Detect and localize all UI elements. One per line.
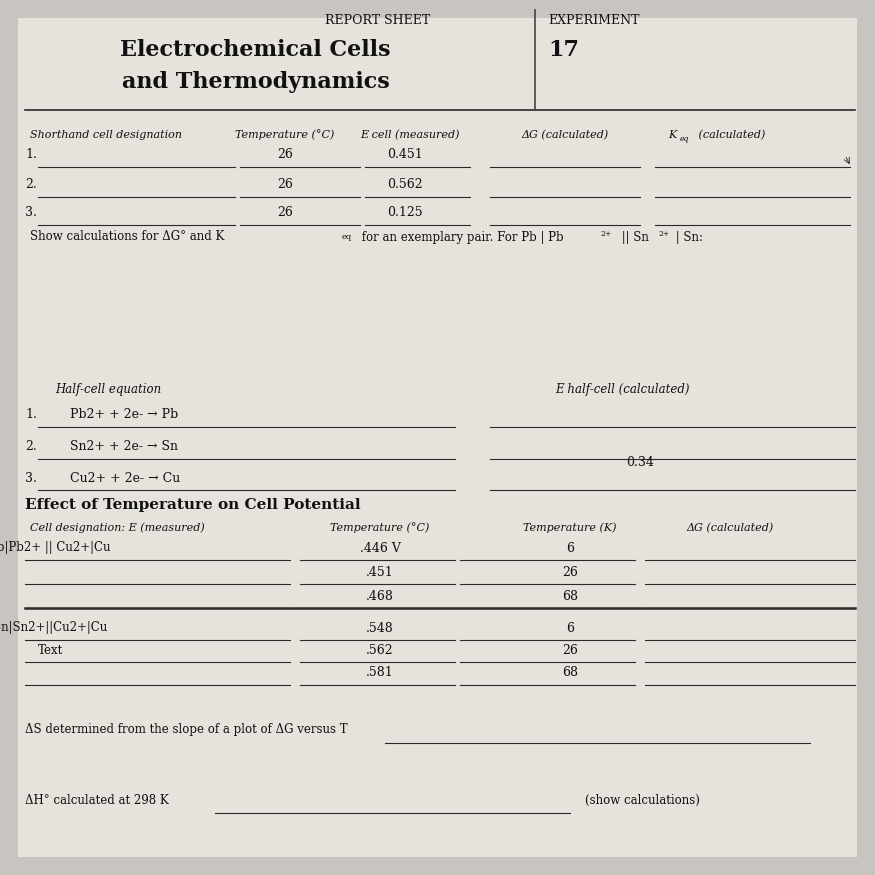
Text: 0.34: 0.34 [626,456,654,468]
Text: 6: 6 [566,542,574,555]
Text: 26: 26 [277,206,293,220]
Text: .548: .548 [366,621,394,634]
Text: Temperature (K): Temperature (K) [523,522,617,533]
Text: Effect of Temperature on Cell Potential: Effect of Temperature on Cell Potential [25,498,360,512]
Text: eq: eq [680,135,690,143]
Text: eq: eq [342,233,353,241]
Text: 1.: 1. [25,149,37,162]
Text: (show calculations): (show calculations) [585,794,700,807]
Text: Sn2+ + 2e- → Sn: Sn2+ + 2e- → Sn [70,440,178,453]
Text: (calculated): (calculated) [695,130,766,140]
Text: Half-cell equation: Half-cell equation [55,383,161,396]
Text: ΔH° calculated at 298 K: ΔH° calculated at 298 K [25,794,169,807]
Text: ΔS determined from the slope of a plot of ΔG versus T: ΔS determined from the slope of a plot o… [25,724,347,737]
Text: Pb2+ + 2e- → Pb: Pb2+ + 2e- → Pb [70,409,178,422]
Text: 2+: 2+ [600,230,612,238]
Text: Sn|Sn2+||Cu2+|Cu: Sn|Sn2+||Cu2+|Cu [0,621,107,634]
Text: REPORT SHEET: REPORT SHEET [325,13,430,26]
Text: 3.: 3. [25,472,37,485]
Text: E cell (measured): E cell (measured) [360,130,459,140]
Text: Electrochemical Cells: Electrochemical Cells [120,39,390,61]
Text: .562: .562 [367,643,394,656]
Text: Shorthand cell designation: Shorthand cell designation [30,130,182,140]
Text: Text: Text [38,643,63,656]
Text: .581: .581 [366,667,394,680]
Text: | Sn:: | Sn: [672,230,703,243]
Text: || Sn: || Sn [618,230,649,243]
Text: Pb|Pb2+ || Cu2+|Cu: Pb|Pb2+ || Cu2+|Cu [0,542,111,555]
Text: Temperature (°C): Temperature (°C) [235,130,334,140]
Text: 26: 26 [277,178,293,192]
Text: Cu2+ + 2e- → Cu: Cu2+ + 2e- → Cu [70,472,180,485]
Text: 17: 17 [548,39,579,61]
Text: E half-cell (calculated): E half-cell (calculated) [555,383,690,396]
Text: K: K [668,130,676,140]
Text: for an exemplary pair. For Pb | Pb: for an exemplary pair. For Pb | Pb [358,230,564,243]
Text: ΔG (calculated): ΔG (calculated) [522,130,609,140]
Text: 2.: 2. [25,440,37,453]
Text: 2.: 2. [25,178,37,192]
Text: .468: .468 [366,590,394,603]
Text: Temperature (°C): Temperature (°C) [331,522,430,534]
Text: Show calculations for ΔG° and K: Show calculations for ΔG° and K [30,230,224,243]
Text: 26: 26 [562,565,578,578]
Text: ΔG (calculated): ΔG (calculated) [686,523,774,533]
Text: 2+: 2+ [658,230,669,238]
Text: 0.451: 0.451 [387,149,423,162]
Text: and Thermodynamics: and Thermodynamics [123,71,390,93]
Text: 68: 68 [562,590,578,603]
Text: 0.125: 0.125 [388,206,423,220]
Text: 26: 26 [277,149,293,162]
Text: EXPERIMENT: EXPERIMENT [548,13,640,26]
Text: .446 V: .446 V [360,542,401,555]
Text: .451: .451 [366,565,394,578]
Text: 3.: 3. [25,206,37,220]
Text: 1.: 1. [25,409,37,422]
Text: 26: 26 [562,643,578,656]
Text: 68: 68 [562,667,578,680]
Text: 6: 6 [566,621,574,634]
Text: Cell designation: E (measured): Cell designation: E (measured) [30,522,205,533]
Text: 0.562: 0.562 [388,178,423,192]
